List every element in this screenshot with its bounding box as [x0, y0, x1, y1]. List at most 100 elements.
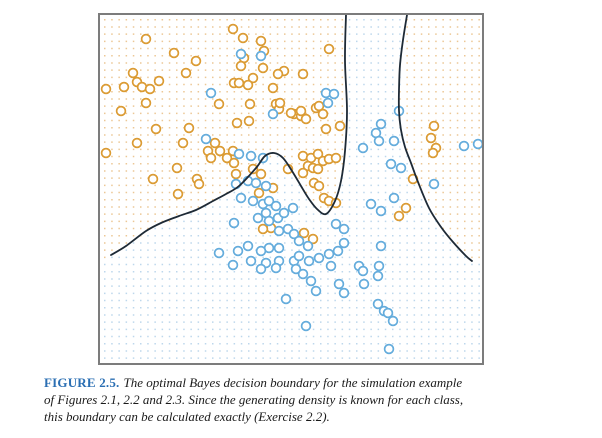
- data-point: [317, 108, 329, 120]
- data-point: [131, 137, 143, 149]
- data-point: [323, 43, 335, 55]
- data-point: [313, 252, 325, 264]
- data-point: [312, 148, 324, 160]
- data-point: [325, 260, 337, 272]
- data-point: [180, 67, 192, 79]
- data-point: [375, 240, 387, 252]
- data-point: [267, 108, 279, 120]
- data-point: [243, 115, 255, 127]
- data-point: [273, 242, 285, 254]
- data-point: [193, 178, 205, 190]
- data-point: [328, 88, 340, 100]
- data-point: [235, 192, 247, 204]
- grid-dots-orange: [104, 19, 480, 259]
- data-point: [263, 195, 275, 207]
- data-point: [153, 75, 165, 87]
- data-point: [428, 120, 440, 132]
- data-point: [247, 163, 259, 175]
- data-point: [245, 255, 257, 267]
- data-point: [288, 228, 300, 240]
- data-point: [255, 168, 267, 180]
- data-point: [293, 235, 305, 247]
- data-point: [332, 245, 344, 257]
- data-point: [127, 67, 139, 79]
- data-point: [273, 225, 285, 237]
- caption-line: this boundary can be calculated exactly …: [44, 409, 330, 424]
- data-point: [365, 198, 377, 210]
- data-point: [385, 158, 397, 170]
- caption-line: FIGURE 2.5. The optimal Bayes decision bo…: [44, 374, 566, 391]
- data-point: [260, 180, 272, 192]
- data-point: [305, 275, 317, 287]
- data-point: [372, 298, 384, 310]
- figure-caption: FIGURE 2.5. The optimal Bayes decision bo…: [44, 374, 566, 425]
- data-point: [312, 163, 324, 175]
- data-point: [300, 320, 312, 332]
- data-point: [140, 33, 152, 45]
- data-point: [270, 200, 282, 212]
- data-point: [144, 83, 156, 95]
- data-point: [295, 105, 307, 117]
- data-point: [472, 138, 482, 150]
- data-point: [171, 162, 183, 174]
- decision-boundary: [110, 15, 348, 256]
- data-point: [168, 47, 180, 59]
- data-point: [242, 79, 254, 91]
- data-point: [334, 120, 346, 132]
- data-point: [280, 293, 292, 305]
- data-point: [285, 107, 297, 119]
- data-point: [458, 140, 470, 152]
- data-point: [235, 48, 247, 60]
- data-point: [227, 259, 239, 271]
- data-point: [232, 245, 244, 257]
- data-point: [338, 223, 350, 235]
- data-point: [209, 137, 221, 149]
- figure-label: FIGURE 2.5.: [44, 375, 120, 390]
- data-point: [290, 263, 302, 275]
- data-point: [257, 62, 269, 74]
- data-point: [293, 250, 305, 262]
- data-point: [255, 263, 267, 275]
- data-point: [333, 278, 345, 290]
- data-point: [242, 240, 254, 252]
- data-point: [428, 178, 440, 190]
- data-point: [297, 167, 309, 179]
- data-point: [322, 97, 334, 109]
- data-point: [303, 255, 315, 267]
- data-point: [278, 207, 290, 219]
- data-point: [231, 117, 243, 129]
- data-point: [400, 202, 412, 214]
- data-point: [338, 287, 350, 299]
- decision-boundary: [397, 15, 473, 262]
- data-point: [228, 217, 240, 229]
- plot-canvas: [100, 15, 482, 359]
- data-point: [387, 315, 399, 327]
- data-point: [235, 60, 247, 72]
- data-point: [250, 177, 262, 189]
- data-point: [100, 147, 112, 159]
- data-point: [357, 265, 369, 277]
- data-point: [357, 142, 369, 154]
- data-point: [147, 173, 159, 185]
- data-point: [214, 145, 226, 157]
- data-point: [358, 278, 370, 290]
- data-point: [228, 157, 240, 169]
- data-point: [338, 237, 350, 249]
- data-point: [313, 100, 325, 112]
- data-point: [233, 148, 245, 160]
- data-point: [372, 270, 384, 282]
- data-point: [313, 180, 325, 192]
- data-point: [287, 202, 299, 214]
- data-point: [140, 97, 152, 109]
- data-point: [255, 50, 267, 62]
- data-point: [425, 132, 437, 144]
- data-point: [323, 248, 335, 260]
- data-point: [100, 83, 112, 95]
- data-point: [252, 212, 264, 224]
- data-point: [200, 133, 212, 145]
- data-point: [172, 188, 184, 200]
- data-point: [227, 23, 239, 35]
- data-point: [373, 135, 385, 147]
- data-point: [272, 68, 284, 80]
- data-point: [330, 152, 342, 164]
